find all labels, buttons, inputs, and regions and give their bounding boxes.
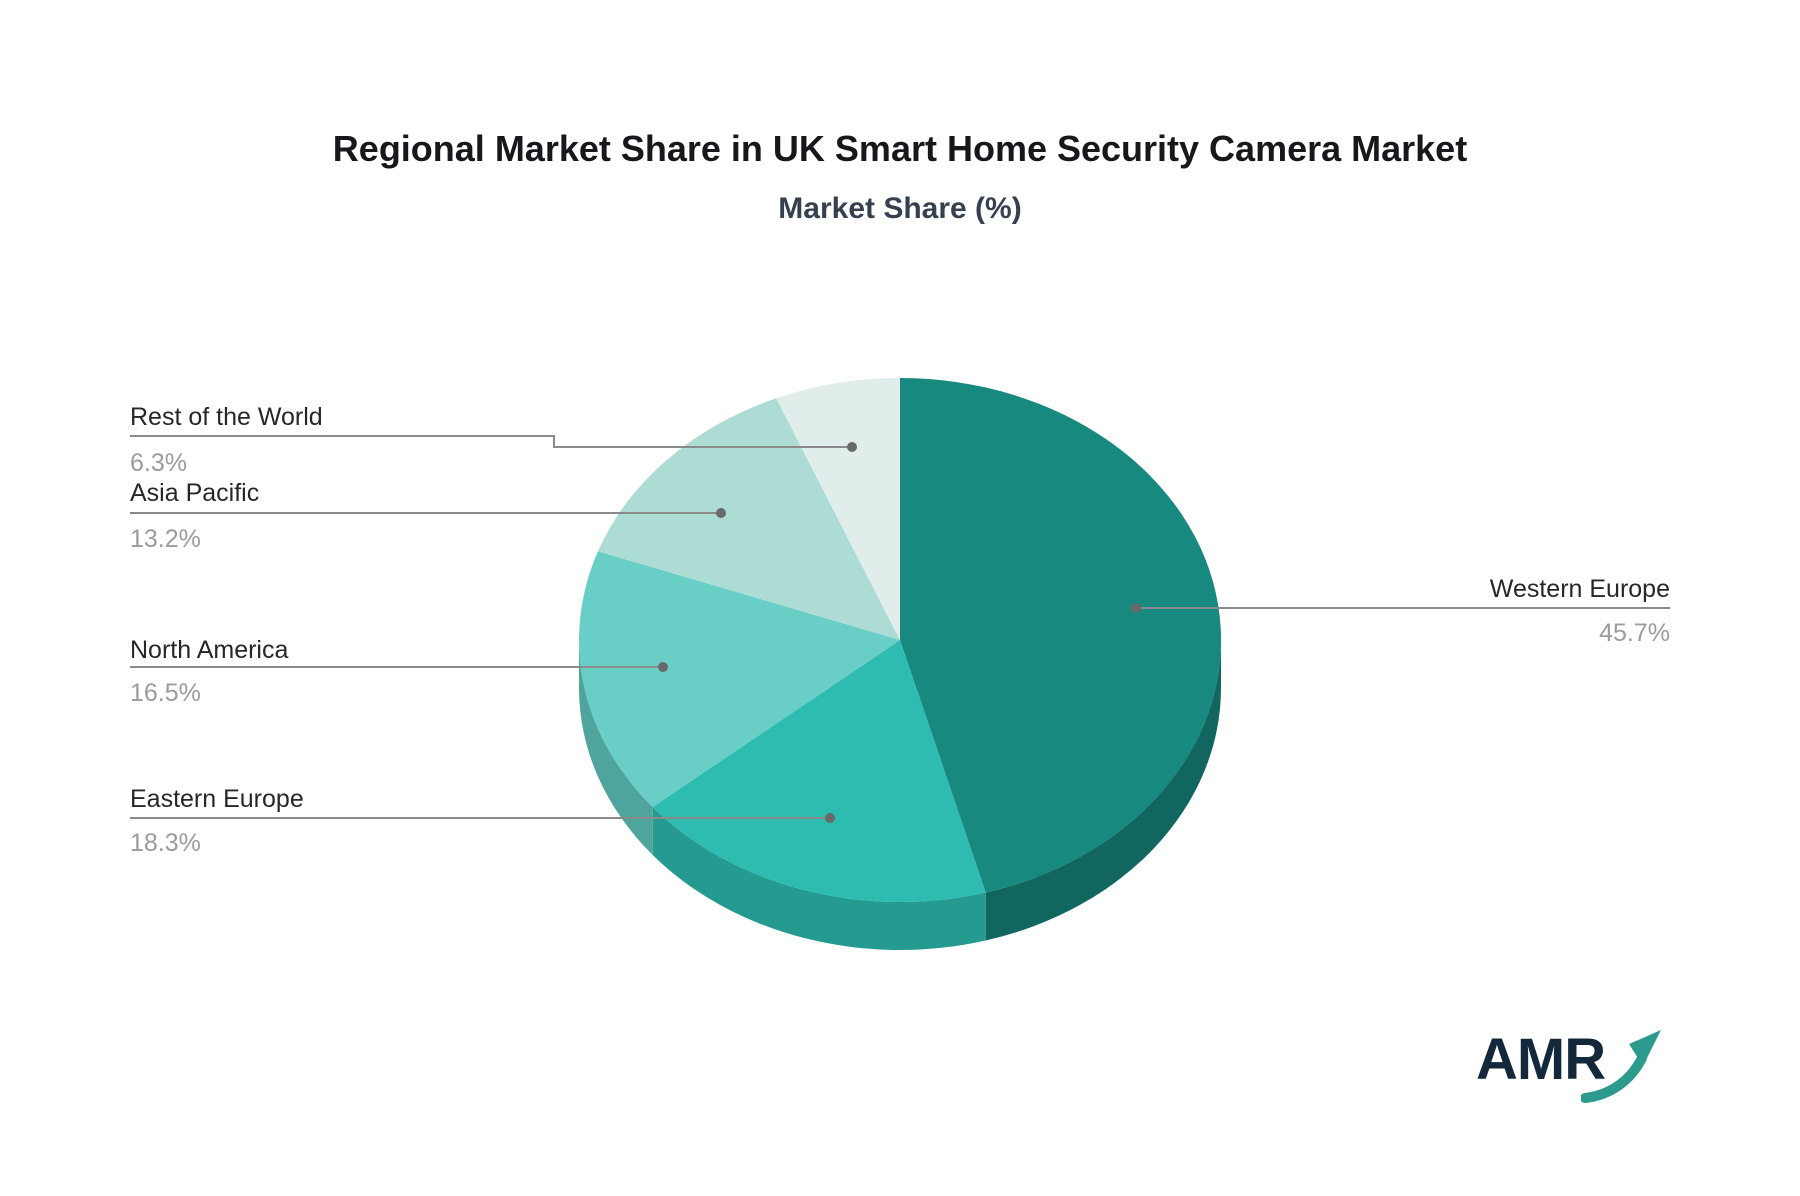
leader-lines-layer <box>130 435 1670 823</box>
pie-depth-layer <box>579 640 1221 951</box>
chart-title: Regional Market Share in UK Smart Home S… <box>332 128 1468 169</box>
amr-logo-text: AMR <box>1476 1027 1606 1092</box>
pie-slice-western-europe <box>900 378 1222 893</box>
slice-percent-north-america: 16.5% <box>130 679 201 707</box>
slice-label-asia-pacific: Asia Pacific <box>130 479 260 507</box>
leader-dot-western-europe <box>1131 603 1141 613</box>
slice-label-eastern-europe: Eastern Europe <box>130 785 304 813</box>
pie-depth-western-europe <box>985 640 1221 941</box>
leader-line-rest-of-the-world <box>130 435 852 448</box>
leader-dot-rest-of-the-world <box>847 442 857 452</box>
pie-top-layer <box>579 378 1222 903</box>
amr-logo: AMR <box>1476 1022 1676 1112</box>
amr-logo-arrow-icon <box>1581 1030 1661 1103</box>
chart-subtitle: Market Share (%) <box>778 192 1022 225</box>
leader-dot-north-america <box>658 662 668 672</box>
pie-depth-north-america <box>579 640 653 855</box>
slice-percent-eastern-europe: 18.3% <box>130 829 201 857</box>
slice-label-western-europe: Western Europe <box>1489 575 1670 603</box>
pie-slice-north-america <box>579 551 900 807</box>
pie-depth-eastern-europe <box>652 807 986 951</box>
slice-label-rest-of-the-world: Rest of the World <box>130 403 323 431</box>
pie-slice-rest-of-the-world <box>776 378 900 640</box>
pie-slice-asia-pacific <box>598 398 900 640</box>
pie-slice-eastern-europe <box>652 640 986 903</box>
leader-dot-eastern-europe <box>825 813 835 823</box>
slice-percent-asia-pacific: 13.2% <box>130 525 201 553</box>
slice-percent-western-europe: 45.7% <box>1599 619 1670 647</box>
slice-label-north-america: North America <box>130 636 289 664</box>
slice-percent-rest-of-the-world: 6.3% <box>130 449 187 477</box>
leader-dot-asia-pacific <box>716 508 726 518</box>
